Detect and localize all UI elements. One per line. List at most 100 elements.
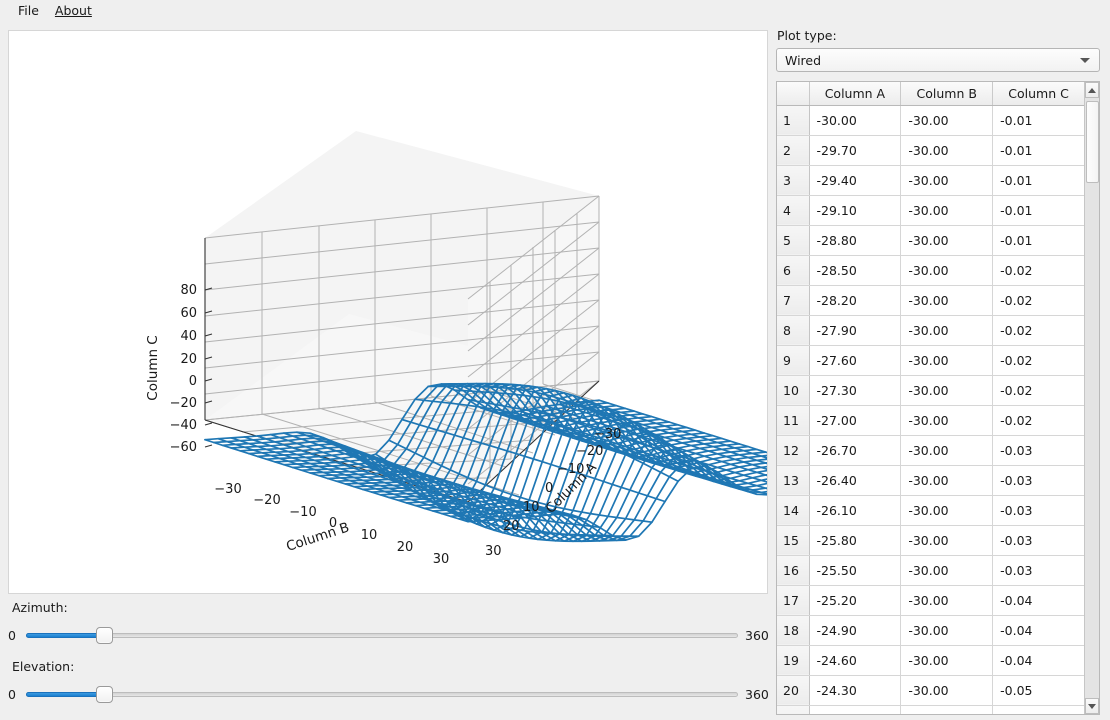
table-row[interactable]: 1 -30.00 -30.00 -0.01 — [777, 105, 1085, 136]
column-header-c[interactable]: Column C — [992, 82, 1085, 106]
column-header-a[interactable]: Column A — [809, 82, 902, 106]
table-cell[interactable]: -0.03 — [992, 465, 1085, 496]
table-row[interactable]: 2 -29.70 -30.00 -0.01 — [777, 135, 1085, 166]
table-cell[interactable]: -0.01 — [992, 195, 1085, 226]
table-cell[interactable]: -0.02 — [992, 375, 1085, 406]
row-number-cell[interactable]: 8 — [777, 315, 810, 346]
table-cell[interactable]: -30.00 — [900, 585, 994, 616]
table-cell[interactable]: -30.00 — [900, 165, 994, 196]
table-cell[interactable]: -0.05 — [992, 675, 1085, 706]
row-number-cell[interactable]: 5 — [777, 225, 810, 256]
row-number-cell[interactable]: 12 — [777, 435, 810, 466]
row-number-cell[interactable]: 14 — [777, 495, 810, 526]
table-cell[interactable]: -30.00 — [900, 345, 994, 376]
menu-item-about[interactable]: About — [47, 1, 100, 20]
table-cell[interactable]: -30.00 — [900, 525, 994, 556]
table-row[interactable]: 18 -24.90 -30.00 -0.04 — [777, 615, 1085, 646]
table-cell[interactable]: -30.00 — [900, 285, 994, 316]
table-cell[interactable]: -29.40 — [809, 165, 902, 196]
table-cell[interactable]: -30.00 — [900, 225, 994, 256]
table-cell[interactable]: -0.04 — [992, 585, 1085, 616]
table-cell[interactable]: -30.00 — [809, 105, 902, 136]
table-cell[interactable]: -30.00 — [900, 195, 994, 226]
table-row[interactable]: 17 -25.20 -30.00 -0.04 — [777, 585, 1085, 616]
table-cell[interactable]: -29.70 — [809, 135, 902, 166]
table-cell[interactable]: -30.00 — [900, 465, 994, 496]
table-cell[interactable]: -25.50 — [809, 555, 902, 586]
table-cell[interactable]: -0.04 — [992, 645, 1085, 676]
table-cell[interactable]: -27.30 — [809, 375, 902, 406]
table-cell[interactable]: -26.40 — [809, 465, 902, 496]
row-number-cell[interactable]: 1 — [777, 105, 810, 136]
table-cell[interactable]: -0.02 — [992, 315, 1085, 346]
table-cell[interactable]: -30.00 — [900, 645, 994, 676]
table-cell[interactable]: -27.90 — [809, 315, 902, 346]
table-cell[interactable]: -30.00 — [900, 675, 994, 706]
table-row[interactable]: 20 -24.30 -30.00 -0.05 — [777, 675, 1085, 706]
azimuth-slider-handle[interactable] — [96, 627, 113, 644]
row-number-cell[interactable]: 16 — [777, 555, 810, 586]
row-number-cell[interactable]: 7 — [777, 285, 810, 316]
azimuth-slider[interactable] — [26, 626, 738, 644]
table-vertical-scrollbar[interactable] — [1084, 82, 1099, 714]
table-cell[interactable]: -0.03 — [992, 525, 1085, 556]
plot-canvas[interactable]: 80 60 40 20 0 −20 −40 −60 Column C −30 −… — [8, 30, 768, 594]
table-cell[interactable]: -0.01 — [992, 165, 1085, 196]
elevation-slider[interactable] — [26, 685, 738, 703]
table-cell[interactable]: -0.01 — [992, 135, 1085, 166]
table-row[interactable]: 8 -27.90 -30.00 -0.02 — [777, 315, 1085, 346]
data-table[interactable]: Column A Column B Column C 1 -30.00 -30.00… — [776, 81, 1100, 715]
scroll-up-button[interactable] — [1085, 82, 1099, 98]
table-cell[interactable]: -30.00 — [900, 135, 994, 166]
column-header-b[interactable]: Column B — [900, 82, 994, 106]
table-cell[interactable]: -0.03 — [992, 555, 1085, 586]
table-cell[interactable]: -29.10 — [809, 195, 902, 226]
azimuth-slider-groove[interactable] — [26, 633, 738, 638]
table-cell[interactable]: -28.80 — [809, 225, 902, 256]
table-row[interactable]: 9 -27.60 -30.00 -0.02 — [777, 345, 1085, 376]
table-row[interactable]: 11 -27.00 -30.00 -0.02 — [777, 405, 1085, 436]
table-cell[interactable]: -30.00 — [900, 615, 994, 646]
table-cell[interactable]: -27.00 — [809, 405, 902, 436]
row-number-cell[interactable]: 11 — [777, 405, 810, 436]
table-row[interactable]: 3 -29.40 -30.00 -0.01 — [777, 165, 1085, 196]
table-cell[interactable]: -24.90 — [809, 615, 902, 646]
table-cell[interactable]: -30.00 — [900, 435, 994, 466]
table-cell[interactable]: -26.70 — [809, 435, 902, 466]
table-row[interactable]: 6 -28.50 -30.00 -0.02 — [777, 255, 1085, 286]
table-row[interactable]: 12 -26.70 -30.00 -0.03 — [777, 435, 1085, 466]
table-cell[interactable]: -30.00 — [900, 555, 994, 586]
elevation-slider-handle[interactable] — [96, 686, 113, 703]
table-cell[interactable]: -30.00 — [900, 105, 994, 136]
table-cell[interactable] — [900, 705, 994, 714]
table-row[interactable]: 16 -25.50 -30.00 -0.03 — [777, 555, 1085, 586]
table-cell[interactable]: -27.60 — [809, 345, 902, 376]
elevation-slider-groove[interactable] — [26, 692, 738, 697]
table-cell[interactable]: -30.00 — [900, 255, 994, 286]
table-cell[interactable]: -0.02 — [992, 255, 1085, 286]
table-cell[interactable]: -26.10 — [809, 495, 902, 526]
table-row[interactable]: 14 -26.10 -30.00 -0.03 — [777, 495, 1085, 526]
table-cell[interactable]: -28.20 — [809, 285, 902, 316]
table-cell[interactable]: -0.03 — [992, 495, 1085, 526]
table-cell[interactable]: -0.01 — [992, 225, 1085, 256]
row-number-cell[interactable]: 3 — [777, 165, 810, 196]
row-number-cell[interactable]: 15 — [777, 525, 810, 556]
row-number-cell[interactable]: 19 — [777, 645, 810, 676]
table-cell[interactable]: -0.02 — [992, 345, 1085, 376]
table-cell[interactable]: -30.00 — [900, 315, 994, 346]
table-cell[interactable]: -30.00 — [900, 375, 994, 406]
table-cell[interactable] — [809, 705, 902, 714]
menu-item-file[interactable]: File — [18, 3, 39, 18]
table-row[interactable] — [777, 705, 1085, 714]
plot-type-select[interactable]: Wired — [776, 48, 1100, 72]
table-cell[interactable]: -30.00 — [900, 405, 994, 436]
table-cell[interactable]: -28.50 — [809, 255, 902, 286]
table-cell[interactable]: -24.30 — [809, 675, 902, 706]
table-cell[interactable]: -0.02 — [992, 405, 1085, 436]
table-row[interactable]: 10 -27.30 -30.00 -0.02 — [777, 375, 1085, 406]
row-number-cell[interactable]: 6 — [777, 255, 810, 286]
table-corner-header[interactable] — [777, 82, 810, 106]
table-cell[interactable]: -0.02 — [992, 285, 1085, 316]
row-number-cell[interactable]: 9 — [777, 345, 810, 376]
